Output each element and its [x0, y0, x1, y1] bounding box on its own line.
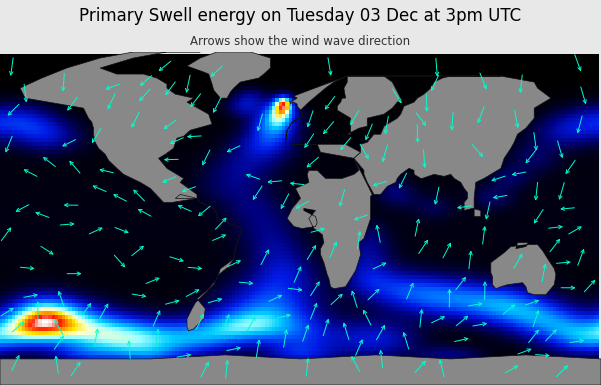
Polygon shape	[347, 76, 551, 216]
Polygon shape	[287, 144, 372, 289]
Polygon shape	[0, 355, 601, 385]
Polygon shape	[285, 76, 401, 146]
Polygon shape	[175, 194, 242, 331]
Polygon shape	[491, 243, 556, 295]
Polygon shape	[20, 52, 212, 203]
Text: Arrows show the wind wave direction: Arrows show the wind wave direction	[191, 35, 410, 48]
Text: Primary Swell energy on Tuesday 03 Dec at 3pm UTC: Primary Swell energy on Tuesday 03 Dec a…	[79, 7, 522, 25]
Polygon shape	[187, 52, 270, 98]
